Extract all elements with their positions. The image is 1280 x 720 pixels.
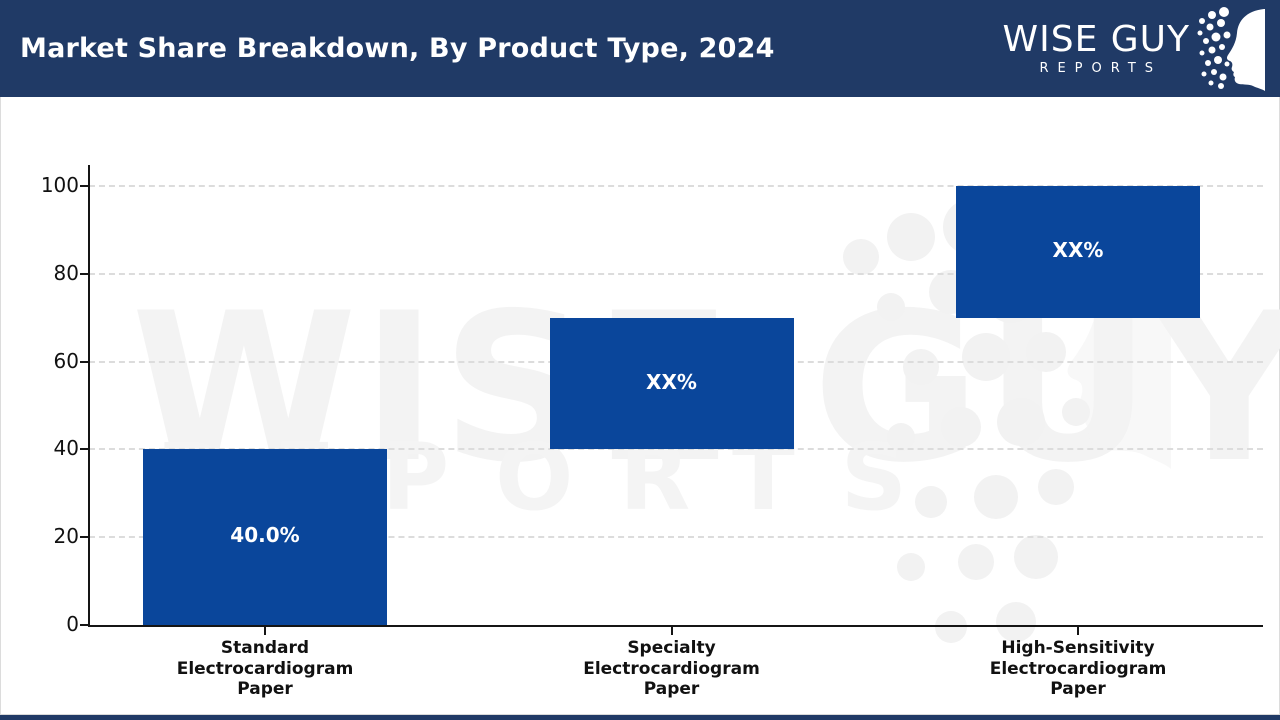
- y-tick-label: 20: [53, 524, 79, 549]
- logo-subtitle: REPORTS: [1039, 60, 1163, 76]
- y-tick-label: 100: [40, 173, 79, 197]
- x-category-line: Specialty: [627, 638, 716, 658]
- x-tick-mark: [1077, 627, 1079, 635]
- x-axis: [89, 625, 1263, 627]
- x-category-line: Electrocardiogram: [583, 658, 760, 679]
- logo-wordmark: WISE GUY: [1002, 18, 1190, 60]
- x-category-line: High-Sensitivity: [1001, 638, 1155, 658]
- gridline: [89, 185, 1263, 187]
- gridline: [89, 448, 1263, 451]
- x-category-label: Specialty Electrocardiogram Paper: [507, 638, 837, 700]
- y-tick-mark: [80, 185, 89, 187]
- y-tick-label: 40: [53, 436, 79, 461]
- bottom-hairline: [0, 714, 1280, 715]
- x-category-line: Electrocardiogram: [989, 658, 1167, 679]
- y-tick-label: 0: [66, 612, 79, 636]
- chart-area: WISE GUY REPORTS 0 20 40 60 80 100 40.0% Standa…: [0, 97, 1280, 715]
- y-tick-mark: [80, 624, 89, 626]
- x-category-line: Paper: [1050, 679, 1106, 700]
- x-category-line: Electrocardiogram: [176, 658, 354, 679]
- y-tick-mark: [80, 536, 89, 539]
- footer-bar: [0, 715, 1280, 720]
- x-tick-mark: [264, 627, 266, 635]
- bar: XX%: [956, 186, 1200, 318]
- logo-text: WISE GUY REPORTS: [1002, 18, 1191, 76]
- x-category-line: Paper: [237, 679, 293, 700]
- logo-face-icon: [1197, 6, 1265, 91]
- header: Market Share Breakdown, By Product Type,…: [0, 0, 1280, 97]
- bar-value-label: XX%: [1052, 237, 1104, 262]
- x-category-label: High-Sensitivity Electrocardiogram Paper: [913, 638, 1243, 700]
- x-category-line: Standard: [220, 638, 310, 658]
- gridline: [89, 536, 1263, 539]
- bar: XX%: [549, 317, 794, 450]
- x-category-label: Standard Electrocardiogram Paper: [100, 638, 430, 700]
- page-title: Market Share Breakdown, By Product Type,…: [20, 33, 775, 64]
- y-tick-mark: [80, 448, 89, 451]
- gridline: [89, 272, 1263, 275]
- y-tick-label: 60: [53, 348, 79, 373]
- brand-logo: WISE GUY REPORTS: [1002, 6, 1267, 91]
- bar: 40.0%: [143, 449, 387, 625]
- x-tick-mark: [670, 627, 673, 635]
- bar-value-label: XX%: [646, 369, 697, 394]
- y-tick-mark: [80, 272, 89, 275]
- x-category-line: Paper: [643, 679, 700, 700]
- bar-value-label: 40.0%: [230, 523, 300, 548]
- y-tick-label: 80: [53, 260, 79, 285]
- y-axis: [88, 165, 90, 627]
- y-tick-mark: [80, 360, 89, 363]
